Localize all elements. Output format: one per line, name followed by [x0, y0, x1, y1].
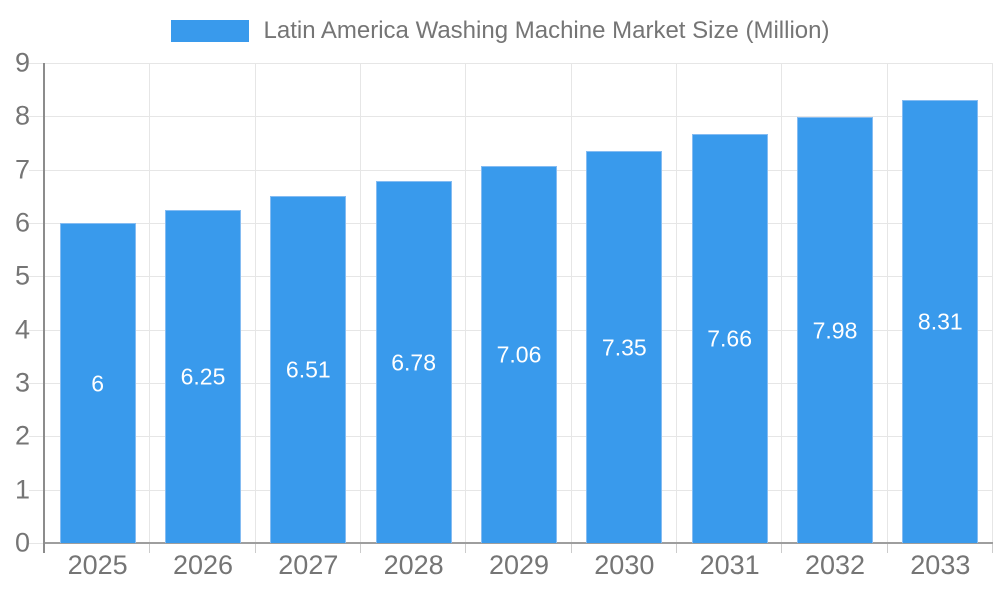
bar-value-label: 8.31 — [917, 308, 963, 335]
y-axis-tick-label: 2 — [14, 420, 30, 451]
v-gridline — [359, 63, 361, 543]
x-tick — [359, 543, 361, 553]
bar[interactable]: 7.35 — [586, 151, 663, 543]
legend-swatch-icon — [170, 20, 249, 42]
x-axis-tick-label: 2030 — [594, 550, 655, 580]
y-axis-tick-label: 4 — [14, 314, 30, 345]
y-axis-labels: 0 1 2 3 4 5 6 7 8 9 — [0, 49, 30, 556]
bar-cell: 8.31 — [888, 63, 993, 543]
v-gridline — [675, 63, 677, 543]
y-axis-tick-label: 5 — [14, 260, 30, 291]
x-tick — [781, 543, 783, 553]
v-gridline — [254, 63, 256, 543]
h-gridline — [45, 63, 993, 64]
bar-cell: 7.35 — [572, 63, 677, 543]
bar-cell: 6.78 — [361, 63, 466, 543]
v-gridline — [465, 63, 467, 543]
x-tick — [254, 543, 256, 553]
y-tick — [29, 436, 45, 438]
bar[interactable]: 6 — [59, 223, 136, 543]
x-tick — [992, 543, 993, 553]
bar[interactable]: 6.78 — [375, 181, 452, 543]
bar-cell: 7.66 — [677, 63, 782, 543]
y-axis-line — [43, 63, 45, 553]
y-tick — [29, 169, 45, 171]
y-tick — [29, 383, 45, 385]
y-axis-tick-label: 9 — [14, 47, 30, 78]
x-axis-labels: 2025 2026 2027 2028 2029 2030 2031 2032 2033 — [45, 550, 993, 584]
v-gridline — [570, 63, 572, 543]
x-axis-tick-label: 2029 — [488, 550, 550, 580]
bar[interactable]: 8.31 — [902, 99, 979, 543]
bar[interactable]: 6.51 — [270, 195, 347, 543]
y-axis-tick-label: 0 — [14, 527, 30, 558]
x-axis-tick-label: 2033 — [910, 550, 971, 580]
y-tick — [29, 116, 45, 118]
x-axis-tick-label: 2025 — [67, 550, 128, 580]
y-tick — [29, 223, 45, 225]
x-tick — [149, 543, 151, 553]
x-axis-line — [45, 542, 993, 544]
y-axis-tick-label: 7 — [14, 154, 30, 185]
bar-value-label: 7.35 — [601, 334, 647, 360]
bar-value-label: 6 — [91, 370, 105, 396]
x-axis-tick-label: 2032 — [804, 550, 866, 580]
y-axis-tick-label: 1 — [14, 474, 30, 505]
bar-value-label: 7.98 — [812, 317, 858, 344]
bar-value-label: 6.51 — [285, 356, 331, 383]
v-gridline — [149, 63, 151, 543]
v-gridline — [781, 63, 783, 543]
y-tick — [29, 276, 45, 278]
y-tick — [29, 329, 45, 331]
y-axis-tick-label: 8 — [14, 100, 30, 131]
y-tick — [29, 63, 45, 64]
x-axis-tick-label: 2031 — [699, 550, 760, 580]
v-gridline — [886, 63, 888, 543]
bar-value-label: 7.06 — [496, 341, 542, 368]
bar[interactable]: 7.06 — [481, 166, 557, 543]
chart-legend[interactable]: Latin America Washing Machine Market Siz… — [0, 16, 1000, 46]
bar-cell: 7.98 — [782, 63, 887, 543]
y-axis-tick-label: 6 — [14, 207, 30, 238]
legend-label: Latin America Washing Machine Market Siz… — [263, 17, 830, 44]
bar[interactable]: 7.98 — [797, 117, 873, 543]
x-tick — [570, 543, 572, 553]
plot-area: 6 6.25 6.51 6.78 7.06 7.35 7.66 7.98 8.31 — [29, 63, 993, 553]
h-gridline — [45, 116, 993, 118]
x-axis-tick-label: 2027 — [278, 550, 339, 580]
bar-cell: 6 — [45, 63, 150, 543]
bar-cell: 6.25 — [150, 63, 255, 543]
x-axis-tick-label: 2026 — [172, 550, 234, 580]
bar-value-label: 6.78 — [391, 349, 437, 376]
bar-cell: 7.06 — [466, 63, 571, 543]
v-gridline — [992, 63, 993, 543]
y-tick — [29, 489, 45, 491]
bar-cell: 6.51 — [256, 63, 361, 543]
y-axis-tick-label: 3 — [14, 367, 30, 398]
x-tick — [675, 543, 677, 553]
bar[interactable]: 7.66 — [691, 134, 768, 543]
bar-value-label: 7.66 — [707, 325, 753, 352]
y-tick — [29, 543, 45, 544]
bar[interactable]: 6.25 — [165, 209, 241, 543]
bar-value-label: 6.25 — [180, 363, 226, 390]
x-axis-tick-label: 2028 — [383, 550, 444, 580]
x-tick — [886, 543, 888, 553]
x-tick — [465, 543, 467, 553]
